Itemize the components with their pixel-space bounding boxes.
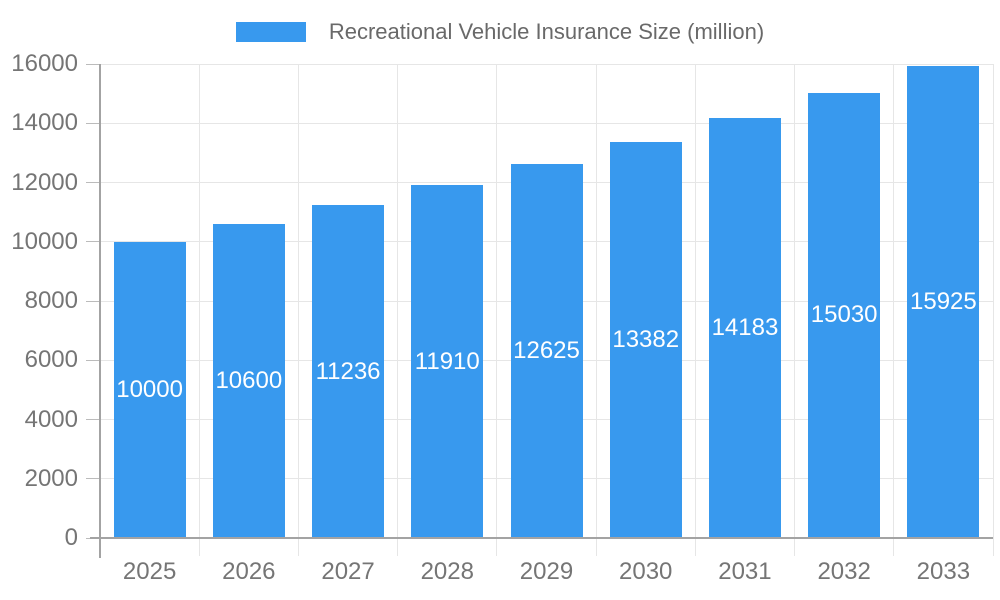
x-tick-label: 2029	[519, 558, 574, 585]
x-axis-tick	[595, 538, 597, 556]
x-tick-label: 2026	[222, 558, 276, 585]
legend-swatch	[235, 22, 306, 42]
bar-value-label: 10000	[116, 375, 183, 403]
x-tick-label: 2030	[619, 558, 673, 585]
bar-value-label: 11236	[315, 357, 381, 385]
bar-value-label: 11910	[414, 347, 480, 375]
x-axis-tick	[397, 538, 399, 556]
y-tick-label: 6000	[24, 346, 78, 374]
bar[interactable]	[907, 66, 980, 538]
x-tick-label: 2031	[718, 558, 772, 585]
gridline-v	[595, 64, 597, 538]
bar[interactable]	[411, 185, 484, 538]
x-axis-tick	[694, 538, 696, 556]
bar-value-label: 12625	[513, 336, 580, 364]
gridline-h	[100, 122, 993, 124]
gridline-v	[198, 64, 200, 538]
bar-value-label: 14183	[711, 313, 779, 341]
gridline-h	[100, 63, 993, 65]
bar[interactable]	[113, 241, 186, 538]
x-tick-label: 2028	[420, 558, 474, 585]
bar-value-label: 15030	[810, 301, 878, 329]
x-axis-tick	[794, 538, 796, 556]
bar[interactable]	[708, 117, 781, 538]
y-axis-tick	[86, 419, 100, 420]
x-axis-tick	[992, 538, 994, 556]
y-tick-label: 8000	[24, 287, 78, 314]
y-axis-tick	[86, 182, 100, 183]
x-axis-tick	[198, 538, 200, 556]
legend-item[interactable]: Recreational Vehicle Insurance Size (mil…	[0, 19, 1000, 45]
y-axis-tick	[86, 359, 100, 361]
x-axis-line	[90, 537, 993, 539]
bar[interactable]	[609, 141, 682, 538]
x-axis-tick	[893, 538, 895, 556]
gridline-v	[992, 64, 994, 538]
bar[interactable]	[510, 163, 583, 538]
gridline-v	[694, 64, 696, 538]
gridline-v	[297, 64, 299, 538]
gridline-v	[893, 64, 895, 538]
x-tick-label: 2025	[122, 558, 177, 585]
y-tick-label: 4000	[24, 405, 78, 433]
y-tick-label: 12000	[11, 168, 78, 196]
y-tick-label: 14000	[11, 109, 78, 137]
x-axis-tick	[496, 538, 498, 556]
gridline-v	[794, 64, 796, 538]
bar[interactable]	[212, 223, 285, 538]
x-tick-label: 2032	[817, 558, 871, 585]
y-axis-tick	[86, 63, 100, 65]
bar-value-label: 15925	[910, 288, 977, 316]
legend-label: Recreational Vehicle Insurance Size (mil…	[328, 19, 765, 44]
gridline-v	[397, 64, 399, 538]
y-tick-label: 10000	[11, 227, 78, 255]
x-tick-label: 2027	[321, 558, 375, 585]
y-axis-line	[99, 64, 101, 558]
bar-value-label: 10600	[215, 366, 283, 394]
x-axis-tick	[297, 538, 299, 556]
y-axis-tick	[86, 241, 100, 243]
y-axis-tick	[86, 300, 100, 302]
y-tick-label: 0	[64, 524, 78, 551]
bar-value-label: 13382	[612, 325, 680, 353]
bar[interactable]	[808, 92, 881, 538]
y-tick-label: 16000	[11, 50, 78, 77]
bar[interactable]	[312, 205, 385, 538]
y-axis-tick	[86, 122, 100, 124]
gridline-v	[496, 64, 498, 538]
y-tick-label: 2000	[24, 464, 78, 492]
x-tick-label: 2033	[916, 558, 971, 585]
y-axis-tick	[86, 478, 100, 480]
